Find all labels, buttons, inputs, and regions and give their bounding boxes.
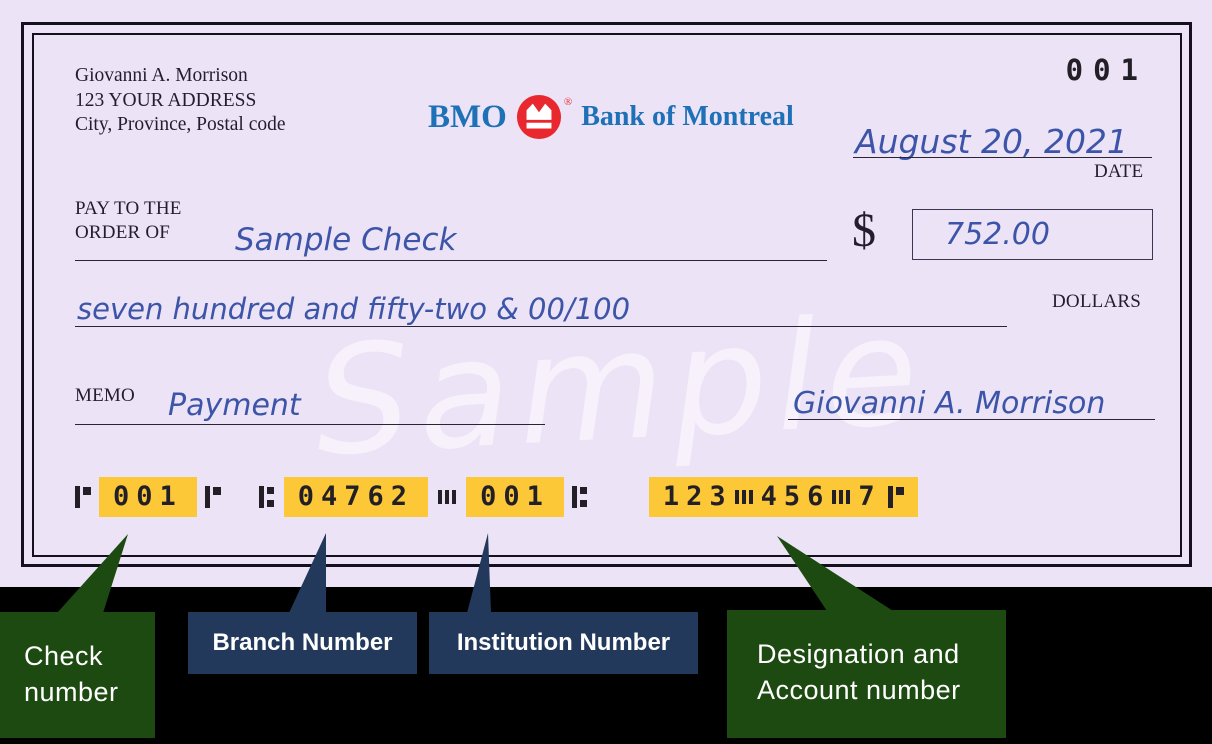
- callout-designation-account-line2: Account number: [757, 675, 961, 705]
- signature-line: [788, 419, 1155, 420]
- dollar-sign: $: [852, 204, 876, 257]
- callout-designation-account: Designation and Account number: [727, 610, 1006, 738]
- callout-check-number-line1: Check: [24, 641, 104, 671]
- pay-to-label-line1: PAY TO THE: [75, 198, 182, 219]
- micr-check-number: 001: [99, 477, 197, 517]
- pay-to-label: PAY TO THE ORDER OF: [75, 197, 182, 245]
- memo-value: Payment: [168, 388, 301, 423]
- payer-address-block: Giovanni A. Morrison 123 YOUR ADDRESS Ci…: [75, 64, 286, 138]
- micr-dash-icon: [734, 489, 753, 504]
- callout-institution-number: Institution Number: [429, 612, 698, 674]
- payer-address-line1: 123 YOUR ADDRESS: [75, 89, 257, 111]
- amount-words: seven hundred and fifty-two & 00/100: [77, 292, 631, 326]
- memo-label: MEMO: [75, 385, 135, 406]
- payer-address-line2: City, Province, Postal code: [75, 114, 286, 135]
- micr-onus-icon: [204, 486, 221, 508]
- bank-name: Bank of Montreal: [581, 101, 794, 132]
- dollars-label: DOLLARS: [1052, 291, 1142, 312]
- callout-designation-account-line1: Designation and: [757, 639, 960, 669]
- micr-account-part3: 7: [858, 481, 882, 512]
- micr-transit-icon: [571, 486, 587, 508]
- date-label: DATE: [1094, 161, 1144, 182]
- memo-line: [75, 424, 545, 425]
- callout-check-number-line2: number: [24, 677, 119, 707]
- micr-transit-icon: [258, 486, 274, 508]
- amount-box: 752.00: [912, 209, 1153, 260]
- micr-account-number: 123 456 7: [648, 477, 918, 517]
- check-number-top: 001: [1065, 53, 1148, 87]
- bmo-roundel-icon: [516, 94, 561, 140]
- micr-dash-icon: [438, 490, 457, 504]
- registered-mark: ®: [563, 96, 573, 108]
- signature-value: Giovanni A. Morrison: [793, 386, 1106, 421]
- micr-account-part2: 456: [760, 481, 831, 512]
- micr-line: 001 04762 001 123 456 7: [75, 477, 918, 517]
- check-inner-border: [32, 33, 1182, 557]
- payer-name: Giovanni A. Morrison: [75, 65, 248, 86]
- amount-words-line: [75, 326, 1007, 327]
- micr-institution-number: 001: [466, 477, 564, 517]
- micr-onus-icon: [75, 486, 91, 508]
- callout-branch-number: Branch Number: [188, 612, 417, 674]
- amount-numeric: 752.00: [945, 217, 1050, 252]
- micr-dash-icon: [832, 489, 851, 504]
- payee-line: [75, 260, 827, 261]
- date-line: [853, 157, 1152, 158]
- micr-branch-number: 04762: [283, 477, 429, 517]
- payee-value: Sample Check: [235, 222, 457, 258]
- check-outer-border: [21, 22, 1192, 567]
- callout-check-number: Check number: [0, 612, 155, 738]
- date-value: August 20, 2021: [855, 122, 1128, 161]
- bmo-wordmark: BMO: [428, 98, 507, 135]
- callout-institution-number-label: Institution Number: [456, 629, 671, 656]
- micr-onus-icon: [887, 485, 904, 508]
- bank-logo: BMO ® Bank of Montreal: [428, 94, 794, 140]
- callout-branch-number-label: Branch Number: [212, 629, 393, 656]
- micr-account-part1: 123: [662, 481, 733, 512]
- pay-to-label-line2: ORDER OF: [75, 222, 171, 243]
